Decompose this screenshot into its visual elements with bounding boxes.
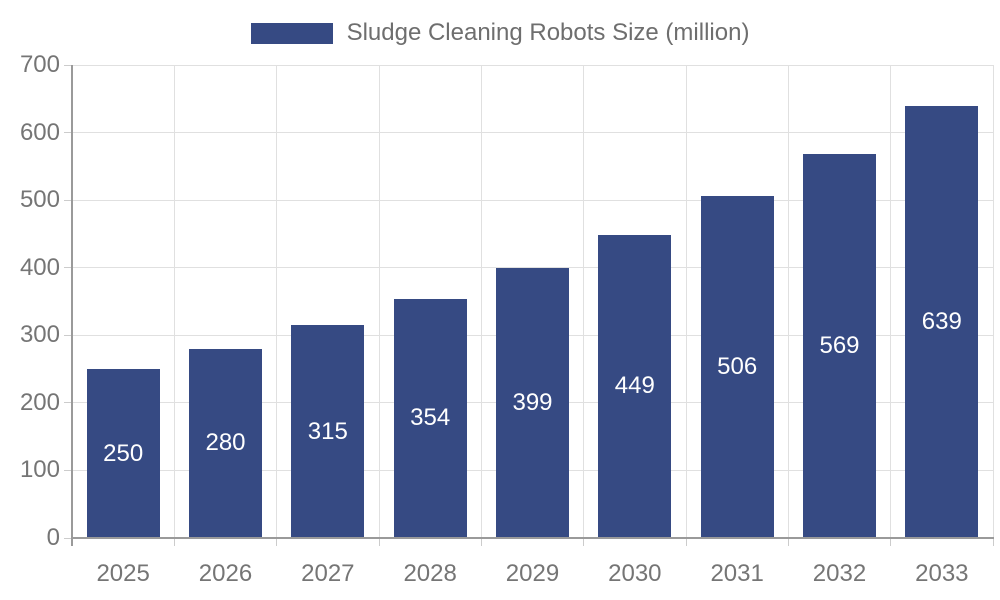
bar-value-label: 639 [921, 308, 962, 336]
gridline-vertical [173, 65, 175, 538]
y-axis-line [71, 65, 73, 546]
bar [905, 106, 979, 538]
x-axis-tick [685, 538, 687, 546]
x-axis-line [71, 537, 994, 539]
x-tick-label: 2027 [301, 560, 355, 587]
bar-value-label: 315 [307, 417, 348, 445]
legend-swatch [250, 22, 333, 44]
x-tick-label: 2033 [915, 560, 969, 587]
y-tick-label: 300 [19, 321, 60, 349]
bar-value-label: 506 [717, 353, 758, 381]
y-tick-label: 600 [19, 118, 60, 146]
x-axis-tick [378, 538, 380, 546]
legend-item[interactable]: Sludge Cleaning Robots Size (million) [0, 14, 1000, 52]
bar-value-label: 354 [410, 404, 451, 432]
y-axis-tick [64, 199, 72, 201]
y-tick-label: 200 [19, 388, 60, 416]
bar [291, 325, 365, 538]
y-tick-label: 400 [19, 253, 60, 281]
x-tick-label: 2031 [710, 560, 764, 587]
gridline-horizontal [72, 132, 993, 134]
bar-value-label: 569 [819, 331, 860, 359]
y-axis-tick [64, 537, 72, 539]
x-tick-label: 2025 [96, 560, 150, 587]
bar-value-label: 280 [205, 429, 246, 457]
x-axis-tick [787, 538, 789, 546]
y-tick-label: 100 [19, 456, 60, 484]
bar [86, 369, 160, 538]
x-axis-tick [890, 538, 892, 546]
bar [803, 153, 876, 538]
y-axis-tick [64, 64, 72, 66]
y-axis-tick [64, 132, 72, 134]
y-tick-label: 0 [46, 524, 60, 551]
x-tick-label: 2030 [608, 560, 662, 587]
bar [189, 348, 262, 538]
gridline-vertical [480, 65, 482, 538]
bar [598, 234, 672, 538]
gridline-horizontal [72, 199, 993, 201]
x-axis-tick [480, 538, 482, 546]
x-axis-tick [992, 538, 994, 546]
y-axis-tick [64, 402, 72, 404]
bar [496, 268, 569, 538]
y-axis-tick [64, 469, 72, 471]
gridline-vertical [276, 65, 278, 538]
bar [700, 196, 774, 538]
x-tick-label: 2026 [198, 560, 253, 587]
x-axis-tick [583, 538, 585, 546]
x-tick-label: 2032 [812, 560, 867, 587]
legend-label: Sludge Cleaning Robots Size (million) [346, 19, 750, 46]
gridline-vertical [787, 65, 789, 538]
x-axis-tick [173, 538, 175, 546]
x-tick-label: 2029 [505, 560, 560, 587]
x-axis-tick [276, 538, 278, 546]
y-axis-tick [64, 334, 72, 336]
gridline-horizontal [72, 267, 993, 269]
bar [393, 298, 467, 538]
y-axis-tick [64, 267, 72, 269]
y-tick-label: 500 [19, 186, 60, 214]
gridline-vertical [890, 65, 892, 538]
gridline-vertical [992, 65, 994, 538]
gridline-vertical [685, 65, 687, 538]
gridline-vertical [583, 65, 585, 538]
gridline-horizontal [72, 64, 993, 66]
bar-value-label: 250 [103, 439, 144, 467]
y-tick-label: 700 [19, 51, 60, 78]
bar-value-label: 399 [512, 389, 553, 417]
x-tick-label: 2028 [403, 560, 457, 587]
gridline-vertical [378, 65, 380, 538]
bar-value-label: 449 [614, 372, 655, 400]
